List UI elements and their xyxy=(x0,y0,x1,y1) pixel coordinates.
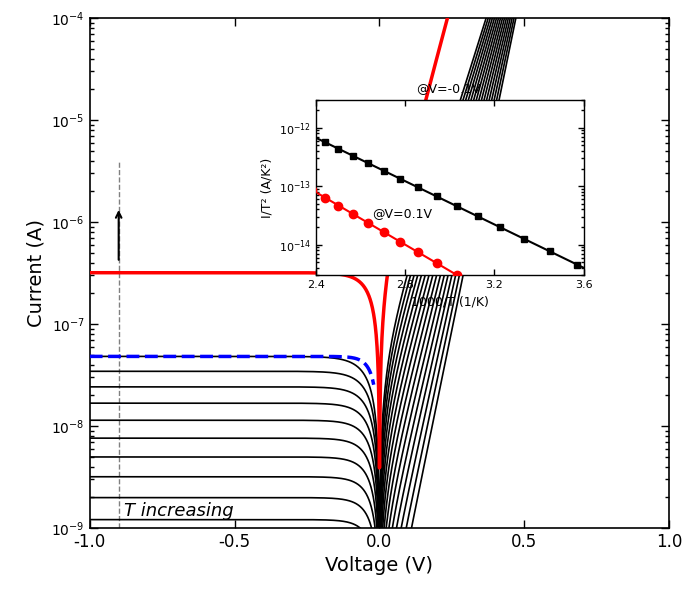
X-axis label: 1000/T (1/K): 1000/T (1/K) xyxy=(411,296,489,308)
X-axis label: Voltage (V): Voltage (V) xyxy=(326,556,433,575)
Y-axis label: Current (A): Current (A) xyxy=(27,219,46,327)
Text: @V=-0.1V: @V=-0.1V xyxy=(417,82,481,95)
Y-axis label: I/T² (A/K²): I/T² (A/K²) xyxy=(261,157,273,218)
Text: @V=0.1V: @V=0.1V xyxy=(372,207,432,220)
Text: T increasing: T increasing xyxy=(124,502,234,520)
